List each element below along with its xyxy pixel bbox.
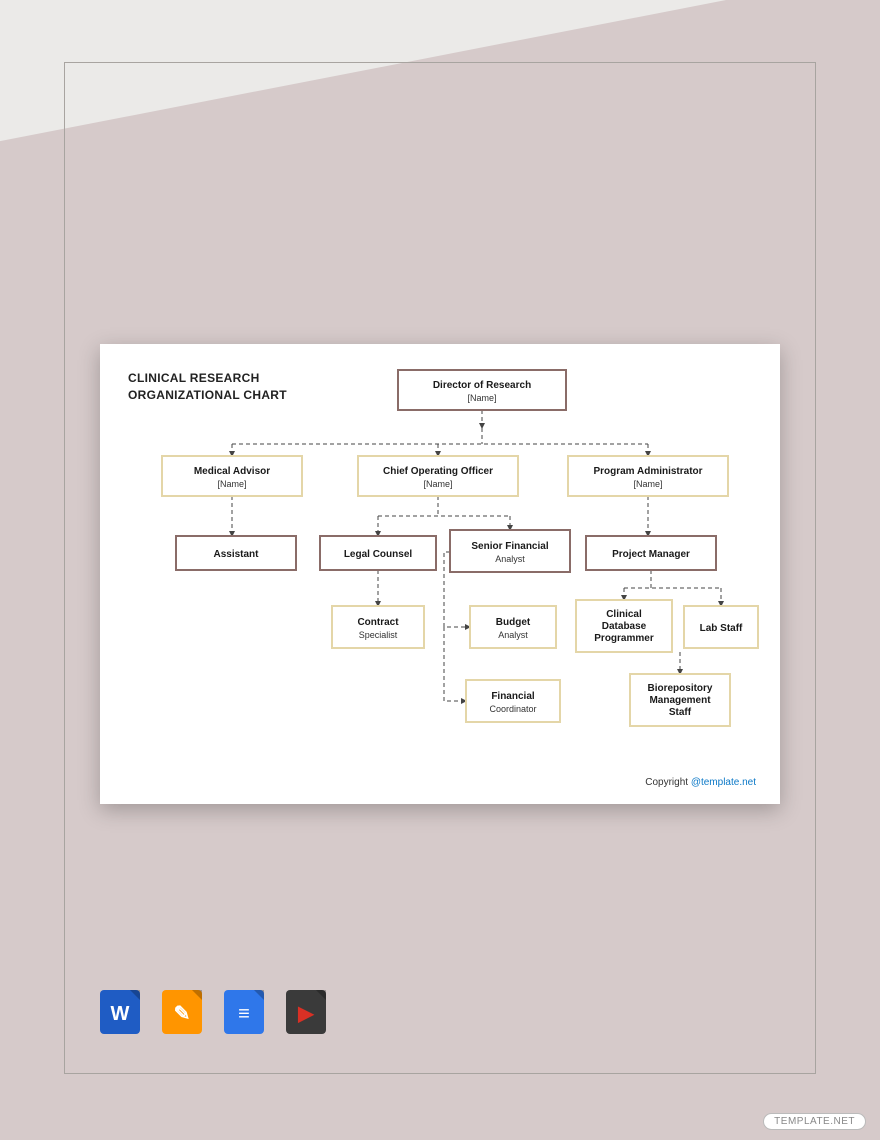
node-cspec: Contract Specialist xyxy=(332,606,424,648)
node-cdp: ClinicalDatabaseProgrammer xyxy=(576,600,672,652)
node-label: Project Manager xyxy=(612,549,690,560)
svg-text:▶: ▶ xyxy=(297,1003,315,1025)
node-progadm: Program Administrator [Name] xyxy=(568,456,728,496)
node-label: Biorepository xyxy=(647,683,712,694)
node-label: [Name] xyxy=(423,479,452,489)
node-label: [Name] xyxy=(633,479,662,489)
node-label: Financial xyxy=(491,691,535,702)
word-icon[interactable]: W xyxy=(100,990,140,1034)
node-bms: BiorepositoryManagementStaff xyxy=(630,674,730,726)
copyright-text: Copyright xyxy=(645,777,691,788)
node-label: Programmer xyxy=(594,633,654,644)
node-label: Lab Staff xyxy=(700,623,743,634)
copyright: Copyright @template.net xyxy=(645,777,756,788)
node-label: Specialist xyxy=(359,630,398,640)
svg-text:W: W xyxy=(111,1003,130,1025)
node-assist: Assistant xyxy=(176,536,296,570)
node-label: Program Administrator xyxy=(593,466,702,477)
node-label: Contract xyxy=(357,617,399,628)
node-banalyst: Budget Analyst xyxy=(470,606,556,648)
node-medadv: Medical Advisor [Name] xyxy=(162,456,302,496)
node-label: Clinical xyxy=(606,609,642,620)
node-label: Budget xyxy=(496,617,531,628)
node-label: Assistant xyxy=(213,549,259,560)
node-pm: Project Manager xyxy=(586,536,716,570)
node-label: Senior Financial xyxy=(471,541,548,552)
pages-icon[interactable]: ✎ xyxy=(162,990,202,1034)
svg-text:≡: ≡ xyxy=(238,1003,250,1025)
node-label: [Name] xyxy=(467,393,496,403)
docs-icon[interactable]: ≡ xyxy=(224,990,264,1034)
node-label: Legal Counsel xyxy=(344,549,413,560)
node-label: Director of Research xyxy=(433,380,531,391)
org-chart-svg: Director of Research[Name]Medical Adviso… xyxy=(100,344,780,804)
copyright-link[interactable]: @template.net xyxy=(691,777,756,788)
node-label: Analyst xyxy=(498,630,528,640)
node-lab: Lab Staff xyxy=(684,606,758,648)
node-label: Medical Advisor xyxy=(194,466,270,477)
node-legal: Legal Counsel xyxy=(320,536,436,570)
connector xyxy=(444,627,466,701)
node-coo: Chief Operating Officer [Name] xyxy=(358,456,518,496)
node-label: Chief Operating Officer xyxy=(383,466,493,477)
node-label: [Name] xyxy=(217,479,246,489)
node-label: Coordinator xyxy=(489,704,536,714)
svg-text:✎: ✎ xyxy=(174,1003,191,1025)
node-director: Director of Research [Name] xyxy=(398,370,566,410)
file-format-icons: W ✎ ≡ ▶ xyxy=(100,990,326,1034)
watermark: TEMPLATE.NET xyxy=(763,1113,866,1130)
node-label: Management xyxy=(649,695,711,706)
chart-card: CLINICAL RESEARCH ORGANIZATIONAL CHART D… xyxy=(100,344,780,804)
node-sfa: Senior Financial Analyst xyxy=(450,530,570,572)
node-label: Staff xyxy=(669,707,692,718)
node-label: Analyst xyxy=(495,554,525,564)
node-label: Database xyxy=(602,621,647,632)
pdf-icon[interactable]: ▶ xyxy=(286,990,326,1034)
node-fcoord: Financial Coordinator xyxy=(466,680,560,722)
